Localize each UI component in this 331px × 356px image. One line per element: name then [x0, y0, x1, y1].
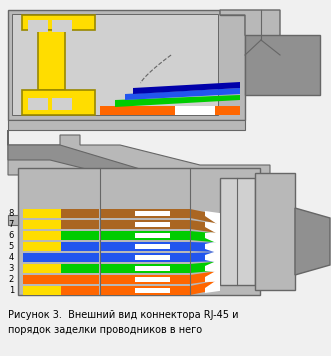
- Bar: [100, 242, 190, 251]
- Bar: [61, 209, 99, 218]
- Polygon shape: [190, 220, 220, 234]
- Text: 7: 7: [9, 220, 14, 229]
- Bar: [135, 266, 170, 271]
- Text: 8: 8: [9, 209, 14, 218]
- Polygon shape: [190, 261, 220, 273]
- Bar: [215, 106, 240, 115]
- Bar: [135, 211, 170, 216]
- Bar: [100, 253, 190, 262]
- Bar: [61, 231, 99, 240]
- Text: 4: 4: [9, 253, 14, 262]
- Polygon shape: [205, 241, 220, 254]
- Bar: [61, 286, 99, 295]
- Polygon shape: [190, 271, 220, 284]
- Polygon shape: [190, 231, 220, 243]
- Polygon shape: [205, 260, 220, 272]
- Bar: [23, 275, 61, 284]
- Bar: [100, 106, 240, 115]
- Polygon shape: [8, 130, 270, 175]
- Bar: [38, 30, 65, 90]
- Polygon shape: [12, 14, 218, 115]
- Polygon shape: [205, 269, 220, 282]
- Polygon shape: [190, 252, 220, 262]
- Polygon shape: [255, 173, 295, 290]
- Polygon shape: [205, 250, 220, 263]
- Bar: [135, 233, 170, 238]
- Bar: [52, 98, 72, 110]
- Text: 5: 5: [9, 242, 14, 251]
- Bar: [23, 286, 61, 295]
- Polygon shape: [205, 211, 220, 226]
- Bar: [135, 288, 170, 293]
- Bar: [135, 244, 170, 249]
- Bar: [175, 106, 215, 115]
- Text: порядок заделки проводников в него: порядок заделки проводников в него: [8, 325, 202, 335]
- Bar: [100, 231, 190, 240]
- Bar: [23, 220, 61, 229]
- Bar: [23, 231, 61, 240]
- Polygon shape: [295, 208, 330, 275]
- Bar: [61, 253, 99, 262]
- Bar: [23, 264, 61, 273]
- Polygon shape: [205, 232, 220, 245]
- Bar: [28, 98, 48, 110]
- Polygon shape: [18, 168, 260, 295]
- Bar: [100, 264, 190, 273]
- Bar: [100, 286, 190, 295]
- Bar: [23, 253, 61, 262]
- Bar: [100, 209, 190, 218]
- Polygon shape: [115, 95, 240, 107]
- Bar: [135, 222, 170, 227]
- Text: 6: 6: [9, 231, 14, 240]
- Polygon shape: [245, 35, 320, 95]
- Bar: [23, 209, 61, 218]
- Bar: [135, 277, 170, 282]
- Polygon shape: [125, 88, 240, 100]
- Polygon shape: [8, 120, 245, 130]
- Text: 2: 2: [9, 275, 14, 284]
- Bar: [23, 242, 61, 251]
- Bar: [22, 15, 95, 30]
- Polygon shape: [8, 10, 245, 120]
- Bar: [61, 242, 99, 251]
- Polygon shape: [8, 145, 270, 205]
- Bar: [22, 90, 95, 115]
- Bar: [100, 275, 190, 284]
- Polygon shape: [133, 82, 240, 94]
- Polygon shape: [205, 222, 220, 235]
- Bar: [135, 255, 170, 260]
- Bar: [100, 220, 190, 229]
- Polygon shape: [220, 178, 255, 285]
- Bar: [61, 264, 99, 273]
- Polygon shape: [190, 280, 220, 295]
- Polygon shape: [8, 215, 18, 225]
- Text: 1: 1: [9, 286, 14, 295]
- Polygon shape: [190, 209, 220, 224]
- Bar: [61, 220, 99, 229]
- Polygon shape: [220, 10, 280, 55]
- Bar: [52, 20, 72, 32]
- Bar: [28, 20, 48, 32]
- Polygon shape: [205, 278, 220, 293]
- Text: Рисунок 3.  Внешний вид коннектора RJ-45 и: Рисунок 3. Внешний вид коннектора RJ-45 …: [8, 310, 239, 320]
- Text: 3: 3: [9, 264, 14, 273]
- Polygon shape: [190, 242, 220, 252]
- Bar: [61, 275, 99, 284]
